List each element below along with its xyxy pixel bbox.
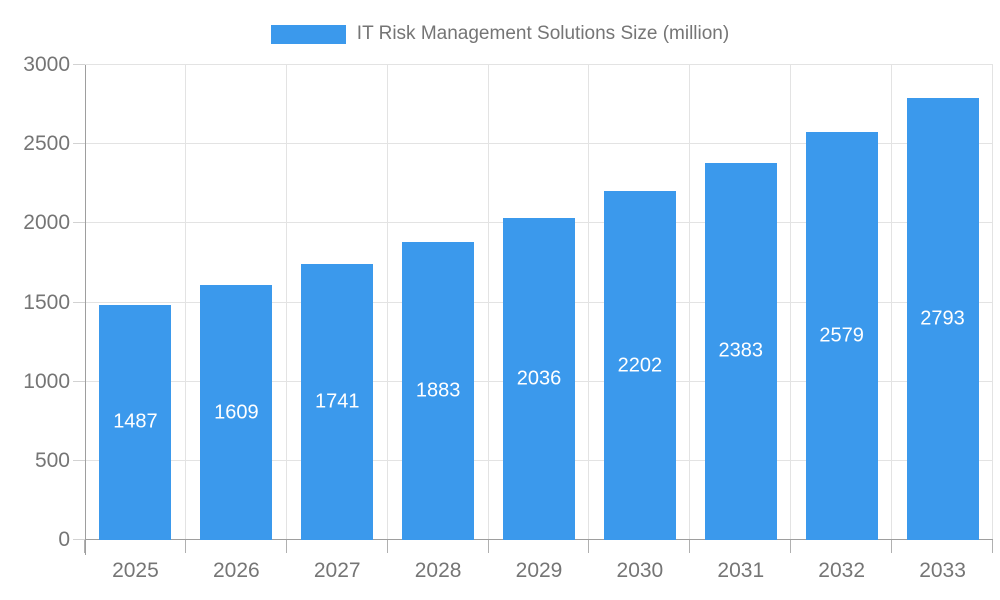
x-axis-tick xyxy=(689,540,691,553)
x-axis-tick xyxy=(184,540,186,553)
bar-value-label: 1609 xyxy=(214,401,259,424)
gridline-vertical xyxy=(790,65,792,540)
bar-2027[interactable]: 1741 xyxy=(301,264,374,540)
bar-value-label: 2579 xyxy=(819,324,864,347)
y-axis-tick xyxy=(73,380,85,382)
x-axis-category-label: 2027 xyxy=(313,559,361,582)
gridline-vertical xyxy=(386,65,388,540)
x-axis-tick xyxy=(790,540,792,553)
bar-value-label: 2202 xyxy=(617,354,663,377)
x-axis-tick xyxy=(487,540,489,553)
x-axis-tick xyxy=(386,540,388,553)
x-axis-category-label: 2031 xyxy=(717,559,765,582)
gridline-vertical xyxy=(184,65,186,540)
legend-label: IT Risk Management Solutions Size (milli… xyxy=(356,23,730,44)
y-axis-tick xyxy=(73,143,85,145)
y-axis-tick xyxy=(73,539,85,540)
x-axis-tick xyxy=(84,540,85,553)
x-axis-tick xyxy=(992,540,993,553)
bar-value-label: 2383 xyxy=(718,339,764,362)
bar-2032[interactable]: 2579 xyxy=(805,131,878,540)
y-axis-tick-label: 2000 xyxy=(23,211,70,235)
bar-value-label: 2036 xyxy=(516,367,562,390)
bar-2028[interactable]: 1883 xyxy=(402,241,475,540)
chart-legend[interactable]: IT Risk Management Solutions Size (milli… xyxy=(0,22,1000,46)
gridline-vertical xyxy=(487,65,489,540)
y-axis-tick-label: 2500 xyxy=(23,132,70,156)
y-axis-tick-label: 500 xyxy=(34,448,70,472)
x-axis-category-label: 2029 xyxy=(515,559,563,582)
bar-2026[interactable]: 1609 xyxy=(200,285,273,540)
gridline-horizontal xyxy=(85,64,993,65)
x-axis-tick xyxy=(285,540,287,553)
x-axis-category-label: 2026 xyxy=(212,559,260,582)
x-axis-category-label: 2032 xyxy=(818,559,866,582)
y-axis-tick-label: 1500 xyxy=(23,290,70,314)
y-axis-tick-label: 3000 xyxy=(23,53,70,76)
plot-area: 0 500 1000 1500 2000 2500 3000 1487 2025 1609 2026… xyxy=(23,54,993,582)
bar-2031[interactable]: 2383 xyxy=(704,162,777,540)
x-axis-category-label: 2033 xyxy=(919,559,966,582)
bar-value-label: 1741 xyxy=(314,390,360,413)
legend-swatch-icon xyxy=(270,24,346,44)
bar-value-label: 1487 xyxy=(113,410,158,433)
bar-2025[interactable]: 1487 xyxy=(99,304,172,540)
x-axis-tick xyxy=(891,540,893,553)
y-axis-tick xyxy=(73,301,85,303)
gridline-vertical xyxy=(588,65,590,540)
bar-2033[interactable]: 2793 xyxy=(906,97,979,540)
gridline-horizontal xyxy=(85,143,993,145)
gridline-vertical xyxy=(285,65,287,540)
y-axis-tick xyxy=(73,459,85,461)
y-axis-tick xyxy=(73,222,85,224)
x-axis-category-label: 2028 xyxy=(414,559,462,582)
bar-value-label: 1883 xyxy=(415,379,461,402)
y-axis-tick xyxy=(73,64,85,65)
bar-2030[interactable]: 2202 xyxy=(603,191,676,540)
gridline-vertical xyxy=(689,65,691,540)
x-axis-category-label: 2030 xyxy=(616,559,664,582)
y-axis-tick-label: 1000 xyxy=(23,369,70,393)
y-axis-tick-label: 0 xyxy=(58,528,70,551)
gridline-vertical xyxy=(992,65,993,540)
bar-value-label: 2793 xyxy=(920,307,965,330)
bar-2029[interactable]: 2036 xyxy=(503,217,575,540)
x-axis-category-label: 2025 xyxy=(112,559,159,582)
y-axis-line xyxy=(85,65,86,555)
gridline-vertical xyxy=(891,65,893,540)
x-axis-tick xyxy=(588,540,590,553)
